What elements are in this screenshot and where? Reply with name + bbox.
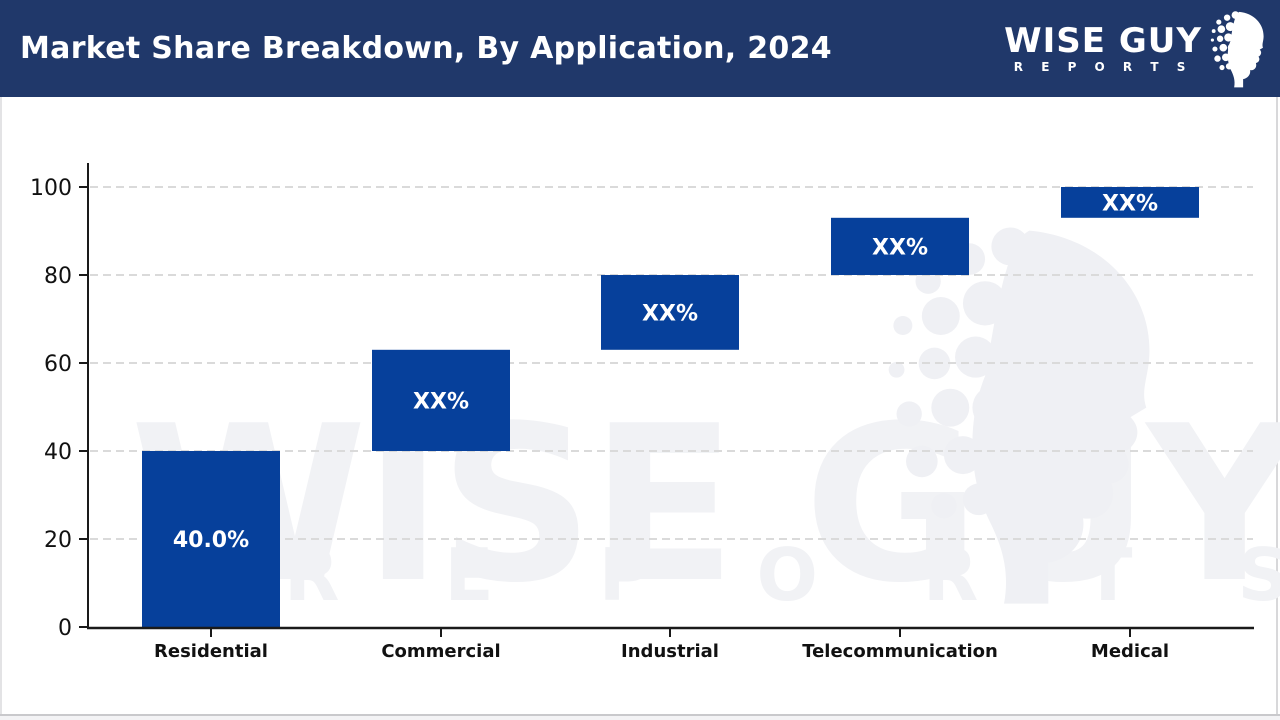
y-tick-label-20: 20: [44, 528, 72, 553]
category-label-residential: Residential: [154, 641, 268, 662]
y-tick-label-60: 60: [44, 352, 72, 377]
bottom-divider: [0, 714, 1280, 716]
chart-title: Market Share Breakdown, By Application, …: [20, 31, 832, 66]
logo-text: WISE GUY R E P O R T S: [1004, 24, 1202, 73]
y-tick-label-0: 0: [58, 616, 72, 641]
bar-telecommunication: [831, 217, 969, 275]
logo-subtext: R E P O R T S: [1013, 60, 1193, 74]
bar-value-label: XX%: [872, 235, 928, 260]
bar-value-label: XX%: [413, 389, 469, 414]
bar-value-label: 40.0%: [173, 528, 249, 553]
logo-wordmark: WISE GUY: [1004, 21, 1202, 61]
bottom-strip: [0, 716, 1280, 720]
y-tick-label-40: 40: [44, 440, 72, 465]
category-label-telecommunication: Telecommunication: [802, 641, 998, 662]
header-band: Market Share Breakdown, By Application, …: [0, 0, 1280, 97]
category-label-industrial: Industrial: [621, 641, 719, 662]
y-tick-label-100: 100: [30, 176, 72, 201]
bar-value-label: XX%: [642, 301, 698, 326]
bar-residential: [142, 451, 280, 627]
category-label-commercial: Commercial: [381, 641, 500, 662]
y-tick-label-80: 80: [44, 264, 72, 289]
bar-value-label: XX%: [1102, 191, 1158, 216]
bar-commercial: [372, 349, 510, 451]
wise-guy-reports-logo: WISE GUY R E P O R T S: [1004, 0, 1270, 97]
bar-industrial: [601, 275, 739, 350]
category-label-medical: Medical: [1091, 641, 1169, 662]
bar-medical: [1061, 187, 1199, 218]
